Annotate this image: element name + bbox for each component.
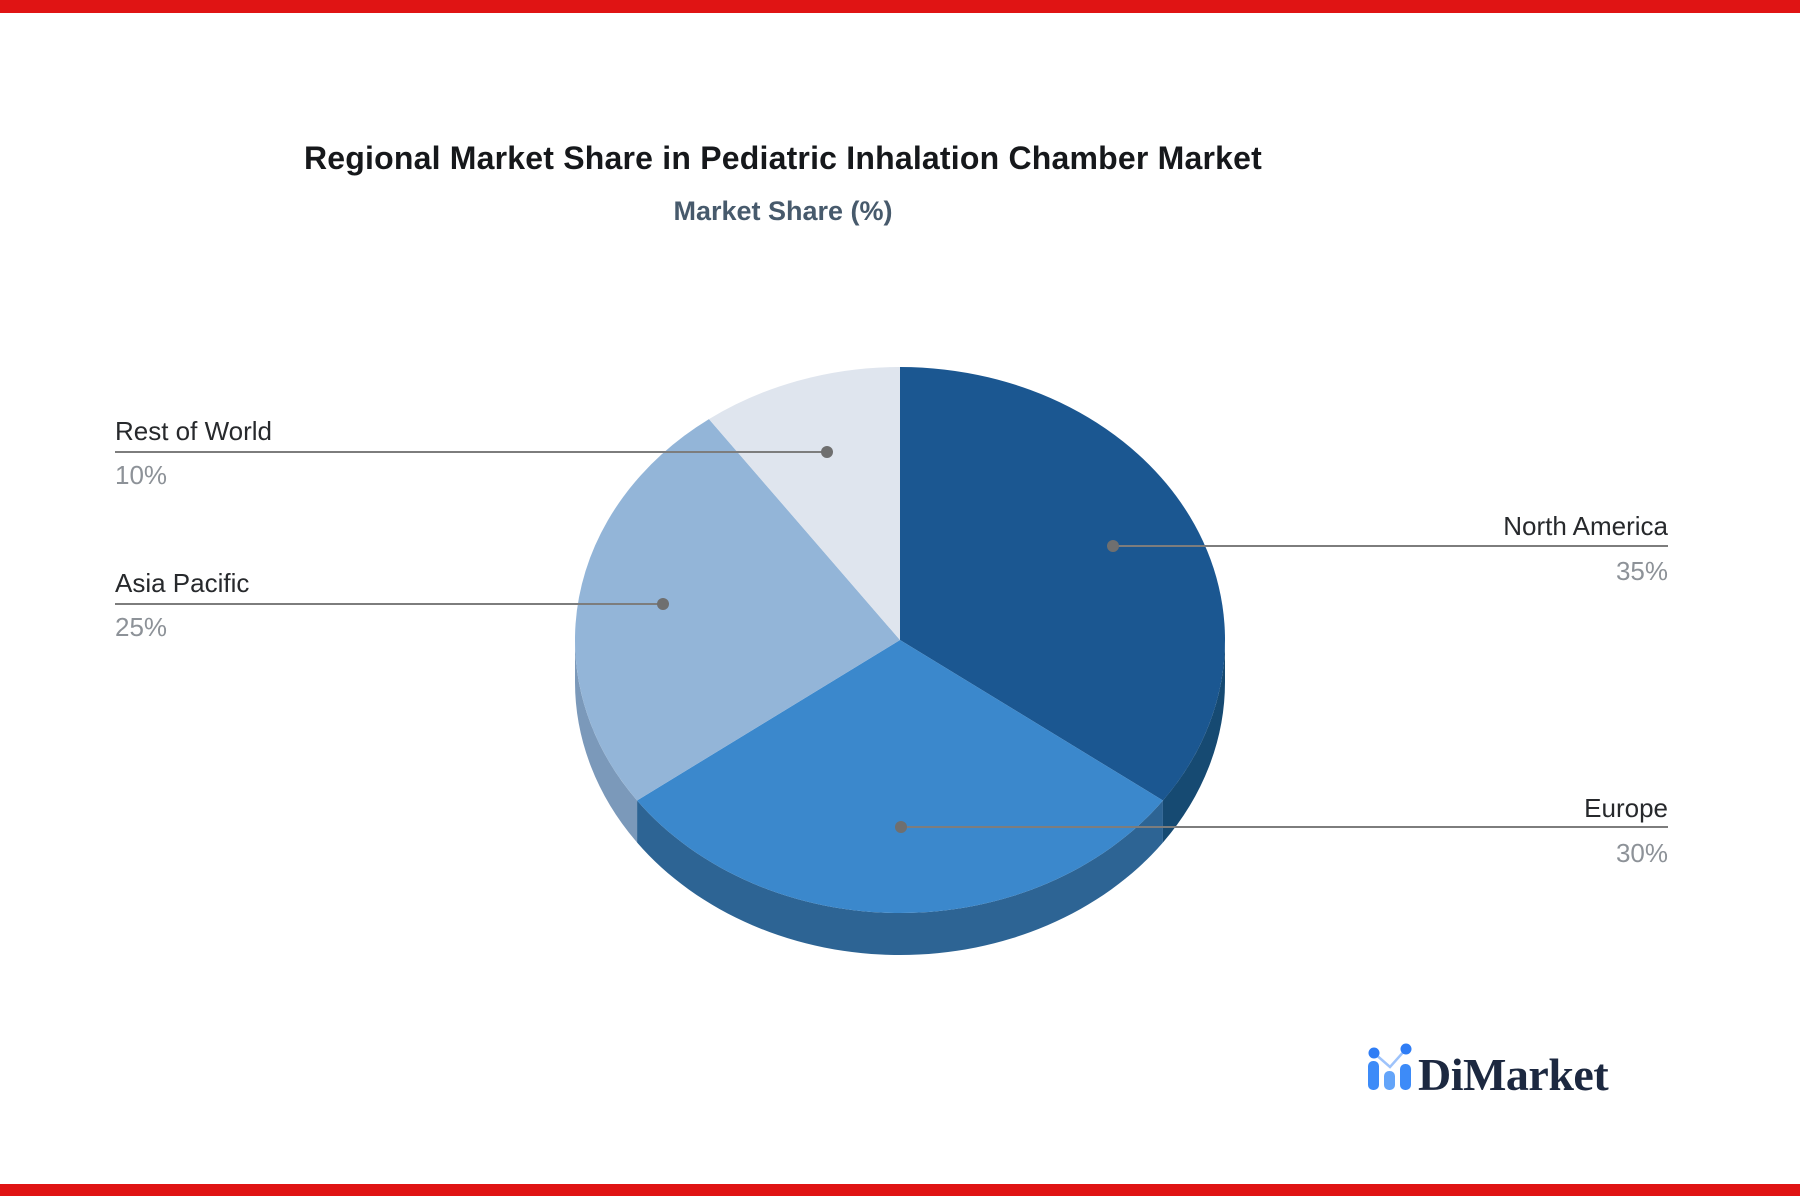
- leader-dot-north-america: [1107, 540, 1119, 552]
- brand-logo-text: DiMarket: [1418, 1049, 1609, 1100]
- pct-north-america: 35%: [1615, 556, 1668, 586]
- slice-side-asia-pacific: [575, 640, 638, 843]
- label-europe: Europe: [1584, 793, 1668, 823]
- label-north-america: North America: [1503, 511, 1668, 541]
- slice-asia-pacific: [574, 419, 900, 801]
- brand-logo: DiMarket: [1365, 1040, 1685, 1100]
- pct-europe: 30%: [1615, 838, 1668, 868]
- page-title: Regional Market Share in Pediatric Inhal…: [303, 140, 1263, 176]
- label-asia-pacific: Asia Pacific: [115, 568, 250, 598]
- slice-europe: [637, 640, 1163, 914]
- pct-asia-pacific: 25%: [115, 612, 168, 642]
- slice-north-america: [900, 366, 1226, 801]
- top-accent-bar: [0, 0, 1800, 13]
- pct-rest-of-world: 10%: [115, 460, 168, 490]
- label-rest-of-world: Rest of World: [115, 416, 273, 446]
- bar-line-chart-icon: [1368, 1043, 1412, 1090]
- chart-subtitle: Market Share (%): [673, 196, 893, 226]
- leader-dot-asia-pacific: [657, 598, 669, 610]
- slice-rest-of-world: [708, 367, 900, 640]
- leader-dot-rest-of-world: [821, 446, 833, 458]
- slice-side-north-america: [1162, 640, 1225, 843]
- bottom-accent-bar: [0, 1184, 1800, 1196]
- slice-side-europe: [637, 800, 1163, 956]
- leader-dot-europe: [895, 821, 907, 833]
